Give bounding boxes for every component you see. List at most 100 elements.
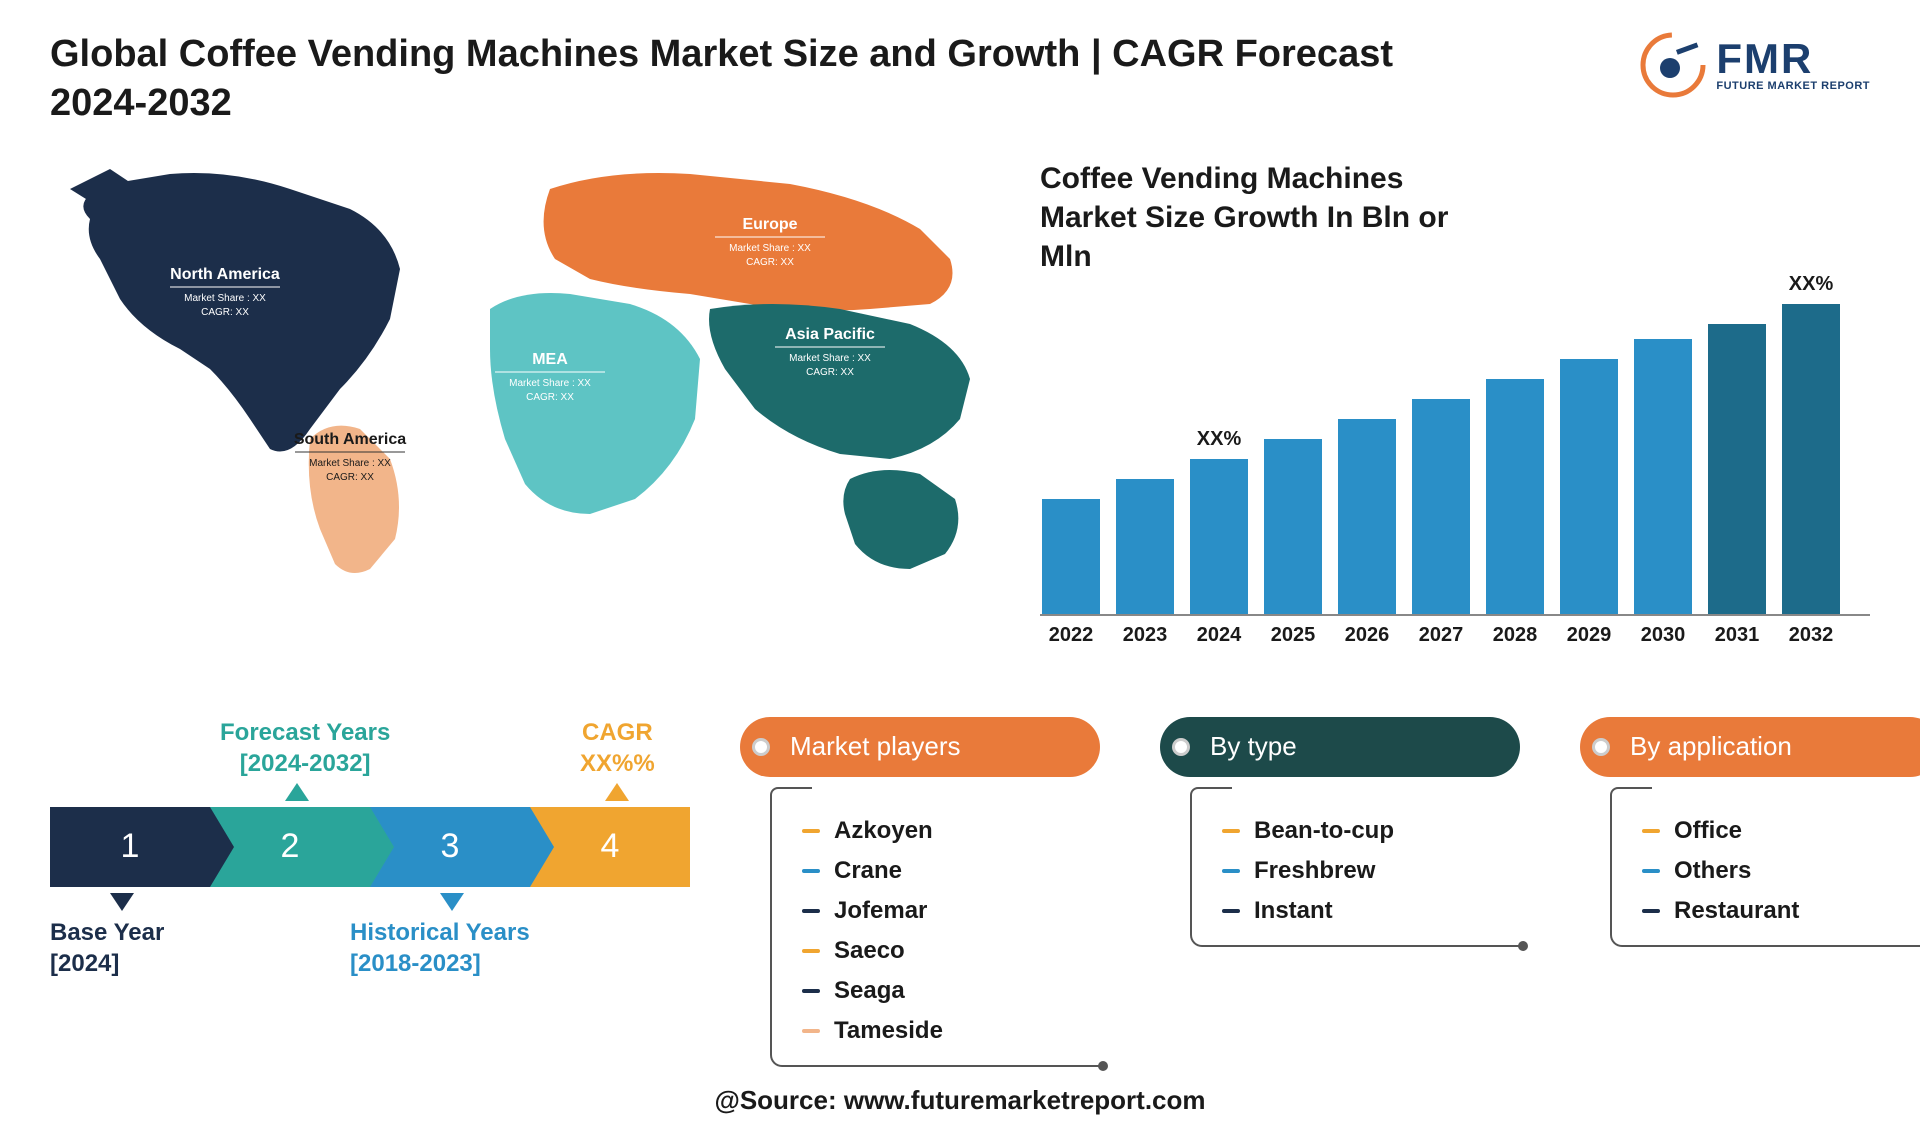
bar-year-label: 2026: [1336, 624, 1398, 647]
timeline-segment: 3: [370, 807, 530, 887]
pill-item-label: Saeco: [834, 937, 905, 965]
pill-bracket: Office Others Restaurant: [1610, 797, 1920, 947]
pill-item-label: Bean-to-cup: [1254, 817, 1394, 845]
logo-sub-text: FUTURE MARKET REPORT: [1716, 80, 1870, 92]
pill-tick-icon: [1642, 869, 1660, 873]
pill-header: By type: [1160, 717, 1520, 777]
bar-year-label: 2031: [1706, 624, 1768, 647]
bar-year-label: 2030: [1632, 624, 1694, 647]
eu-cagr: CAGR: XX: [746, 257, 794, 268]
bar: [1486, 379, 1544, 614]
base-label: Base Year [2024]: [50, 917, 164, 979]
pill-item: Azkoyen: [802, 811, 1100, 851]
pill-item-label: Others: [1674, 857, 1751, 885]
header: Global Coffee Vending Machines Market Si…: [50, 30, 1870, 129]
sa-title: South America: [294, 431, 406, 448]
forecast-label: Forecast Years [2024-2032]: [220, 717, 390, 779]
bar: [1116, 479, 1174, 614]
logo-main-text: FMR: [1716, 38, 1870, 80]
pill-item: Jofemar: [802, 891, 1100, 931]
pill-item: Crane: [802, 851, 1100, 891]
bar: [1338, 419, 1396, 614]
pill-dot-icon: [752, 738, 770, 756]
timeline-number: 1: [121, 827, 140, 866]
logo-icon: [1638, 30, 1708, 100]
mea-share: Market Share : XX: [509, 378, 591, 389]
source-text: @Source: www.futuremarketreport.com: [714, 1085, 1205, 1116]
historical-label: Historical Years [2018-2023]: [350, 917, 530, 979]
bar-chart: Coffee Vending Machines Market Size Grow…: [1040, 159, 1870, 647]
bar: [1412, 399, 1470, 614]
base-arrow: [110, 893, 134, 911]
pill-item-label: Office: [1674, 817, 1742, 845]
pill-item-label: Instant: [1254, 897, 1333, 925]
pill-dot-icon: [1172, 738, 1190, 756]
pill-tick-icon: [802, 989, 820, 993]
timeline-segment: 1: [50, 807, 210, 887]
bar-year-label: 2029: [1558, 624, 1620, 647]
pill-tick-icon: [1642, 909, 1660, 913]
pill-tick-icon: [1222, 829, 1240, 833]
pill-item: Bean-to-cup: [1222, 811, 1520, 851]
pill-header: Market players: [740, 717, 1100, 777]
pill-tick-icon: [1222, 909, 1240, 913]
logo: FMR FUTURE MARKET REPORT: [1638, 30, 1870, 100]
pill-title: By application: [1630, 731, 1792, 762]
world-map: North America Market Share : XX CAGR: XX…: [50, 159, 1000, 579]
mea-title: MEA: [532, 351, 568, 368]
na-share: Market Share : XX: [184, 293, 266, 304]
bar-col: [1410, 399, 1472, 614]
region-europe: [544, 173, 953, 311]
bar-col: [1632, 339, 1694, 614]
bar-col: [1040, 499, 1102, 614]
bar: [1708, 324, 1766, 614]
pill-item-label: Crane: [834, 857, 902, 885]
timeline-segment: 2: [210, 807, 370, 887]
eu-title: Europe: [742, 216, 797, 233]
timeline-number: 4: [601, 827, 620, 866]
ap-title: Asia Pacific: [785, 326, 875, 343]
pill-tick-icon: [802, 869, 820, 873]
bar-col: XX%: [1780, 304, 1842, 614]
pill-item: Others: [1642, 851, 1920, 891]
pill-item-label: Freshbrew: [1254, 857, 1375, 885]
pill-header: By application: [1580, 717, 1920, 777]
pill-item: Freshbrew: [1222, 851, 1520, 891]
pill-title: By type: [1210, 731, 1297, 762]
region-mea: [490, 293, 700, 514]
pill-tick-icon: [802, 1029, 820, 1033]
bar-col: [1706, 324, 1768, 614]
pill-item-label: Tameside: [834, 1017, 943, 1045]
timeline-number: 3: [441, 827, 460, 866]
pill-item: Saeco: [802, 931, 1100, 971]
timeline-number: 2: [281, 827, 300, 866]
pill-item: Seaga: [802, 971, 1100, 1011]
bar-col: [1114, 479, 1176, 614]
bar: [1042, 499, 1100, 614]
pill-dot-icon: [1592, 738, 1610, 756]
bar-col: [1336, 419, 1398, 614]
ap-share: Market Share : XX: [789, 353, 871, 364]
forecast-arrow: [285, 783, 309, 801]
historical-arrow: [440, 893, 464, 911]
bar-col: [1558, 359, 1620, 614]
bar-year-label: 2025: [1262, 624, 1324, 647]
pill-item: Instant: [1222, 891, 1520, 931]
pill-item-label: Jofemar: [834, 897, 927, 925]
pill-bracket: Azkoyen Crane Jofemar Saeco Seaga Tameside: [770, 797, 1100, 1067]
sa-share: Market Share : XX: [309, 458, 391, 469]
ap-cagr: CAGR: XX: [806, 367, 854, 378]
cagr-label: CAGR XX%%: [580, 717, 655, 779]
pill-item: Office: [1642, 811, 1920, 851]
page-title: Global Coffee Vending Machines Market Si…: [50, 30, 1450, 129]
chart-title: Coffee Vending Machines Market Size Grow…: [1040, 159, 1490, 276]
pill-tick-icon: [802, 909, 820, 913]
pill-tick-icon: [802, 829, 820, 833]
timeline-segment: 4: [530, 807, 690, 887]
bar-year-label: 2022: [1040, 624, 1102, 647]
pill-item: Restaurant: [1642, 891, 1920, 931]
bar-col: [1262, 439, 1324, 614]
mea-cagr: CAGR: XX: [526, 392, 574, 403]
bar: [1560, 359, 1618, 614]
bar-year-label: 2032: [1780, 624, 1842, 647]
